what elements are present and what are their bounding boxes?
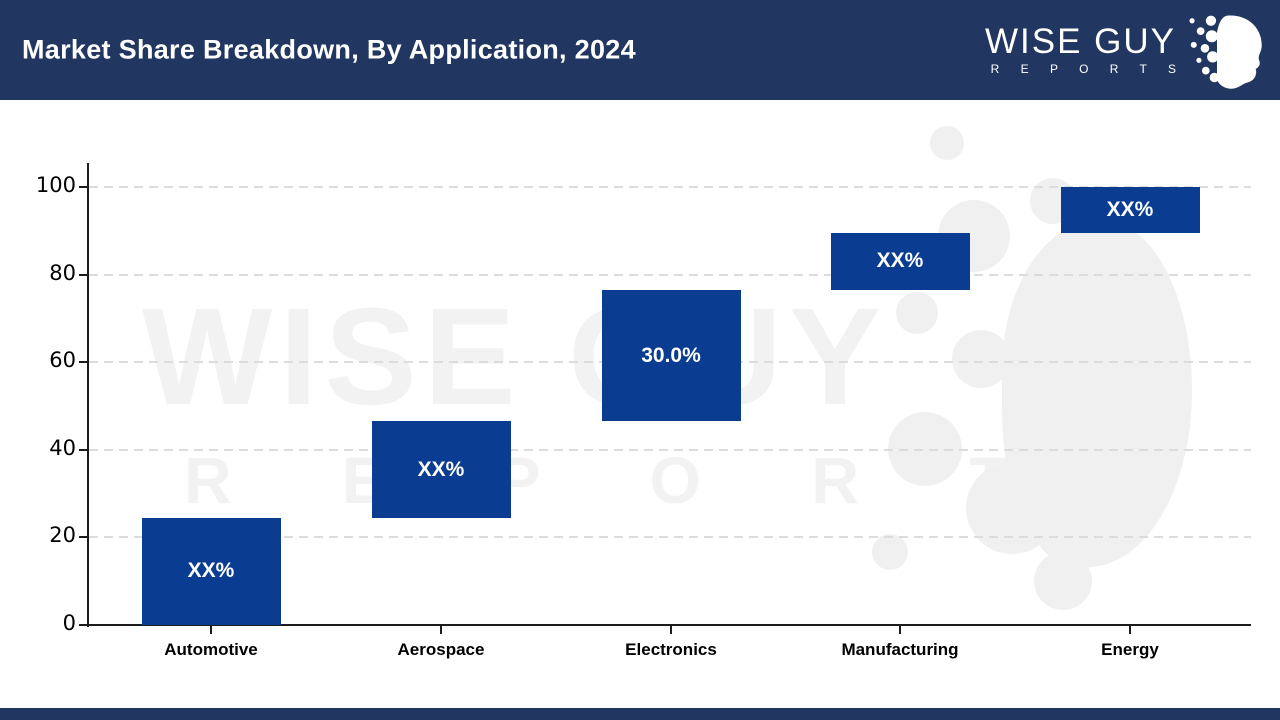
y-tick-label: 40 (49, 435, 76, 460)
logo-reports-label: R E P O R T S (990, 62, 1185, 76)
logo-wiseguy-label: WISE GUY (984, 22, 1176, 61)
y-tick-label: 100 (35, 173, 76, 197)
bar-aerospace: XX% (371, 421, 511, 518)
bar-manufacturing: XX% (830, 232, 970, 290)
bar-value-label: 30.0% (641, 343, 701, 367)
bar-value-label: XX% (876, 249, 924, 273)
x-tick-mark (440, 626, 442, 634)
y-tick-label: 60 (49, 348, 76, 373)
y-gridline (89, 186, 1251, 188)
y-tick-mark (79, 448, 88, 451)
footer-bar (0, 708, 1280, 720)
y-tick-label: 80 (49, 260, 76, 285)
logo-face-icon (1189, 15, 1262, 89)
x-axis-label: Manufacturing (841, 640, 959, 659)
y-axis-line (87, 163, 89, 627)
y-tick-mark (79, 624, 88, 626)
bar-value-label: XX% (1106, 197, 1154, 221)
y-gridline (89, 536, 1251, 539)
bar-automotive: XX% (141, 517, 281, 625)
x-axis-line (87, 624, 1251, 626)
y-tick-mark (79, 186, 88, 188)
wise-guy-reports-logo: WISE GUY R E P O R T S (985, 6, 1266, 94)
y-tick-mark (79, 536, 88, 539)
header-bar: Market Share Breakdown, By Application, … (0, 0, 1280, 100)
bar-energy: XX% (1060, 187, 1200, 233)
x-tick-mark (1129, 626, 1131, 634)
y-gridline (89, 448, 1251, 451)
y-tick-label: 20 (49, 523, 76, 548)
logo-text: WISE GUY R E P O R T S (985, 24, 1176, 76)
y-tick-mark (79, 273, 88, 276)
bar-value-label: XX% (187, 559, 235, 583)
y-tick-label: 0 (62, 611, 76, 635)
y-tick-mark (79, 361, 88, 364)
x-tick-mark (670, 626, 672, 634)
page-title: Market Share Breakdown, By Application, … (22, 34, 636, 65)
y-gridline (89, 273, 1251, 276)
x-axis-label: Electronics (625, 640, 717, 659)
x-tick-mark (899, 626, 901, 634)
x-axis-label: Aerospace (397, 640, 485, 659)
x-axis-label: Automotive (164, 640, 258, 659)
x-tick-mark (210, 626, 212, 634)
x-axis-label: Energy (1101, 640, 1159, 659)
bar-electronics: 30.0% (601, 289, 741, 422)
bar-value-label: XX% (417, 457, 465, 481)
